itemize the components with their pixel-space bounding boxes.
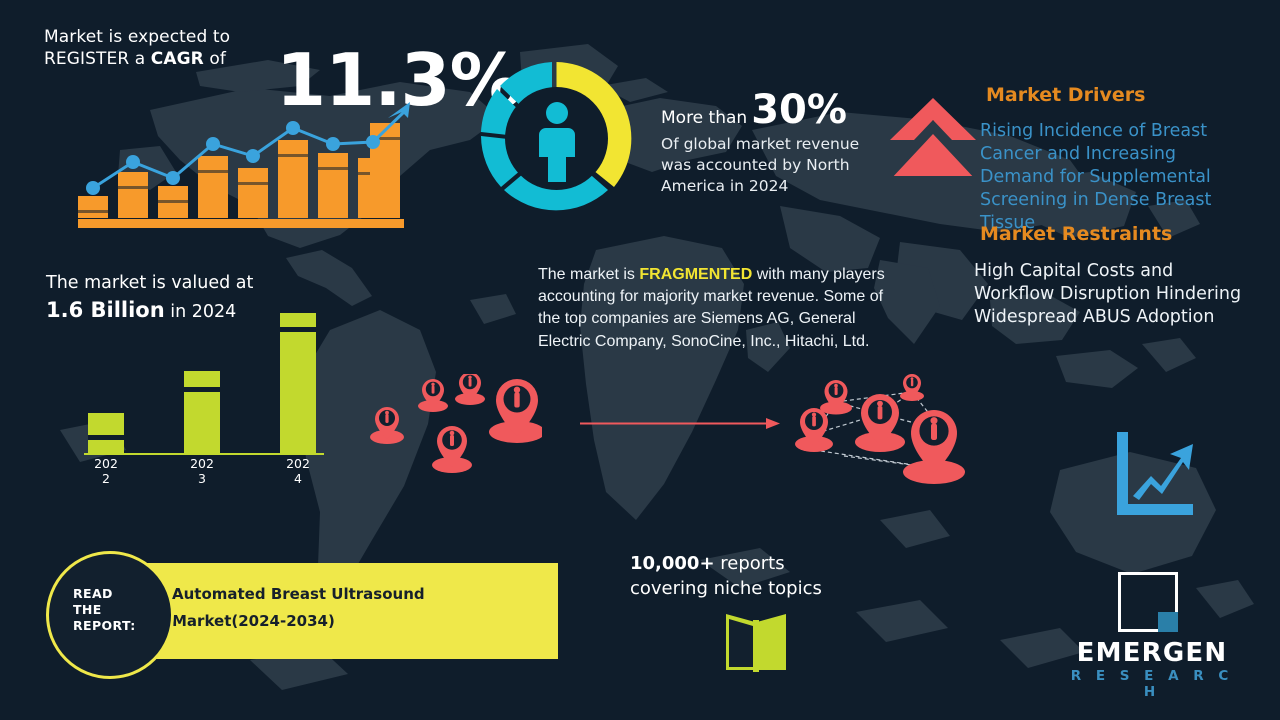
frag-pre: The market is (538, 266, 640, 283)
fragmentation-paragraph: The market is FRAGMENTED with many playe… (538, 264, 898, 353)
green-bar-2024 (280, 313, 316, 453)
transition-arrow-icon (580, 418, 780, 429)
reports-count: 10,000+ (630, 553, 715, 574)
cagr-line1: Market is expected to (44, 27, 231, 47)
cagr-line2-bold: CAGR (150, 49, 204, 69)
market-restraints-text: High Capital Costs and Workflow Disrupti… (974, 261, 1242, 327)
map-pin (820, 380, 852, 415)
person-icon (539, 102, 575, 182)
map-pin (432, 426, 472, 473)
map-pin (855, 394, 905, 452)
cagr-value: 11.3% (276, 38, 522, 122)
green-label-2024: 202 4 (281, 456, 315, 486)
cagr-description: Market is expected to REGISTER a CAGR of (44, 26, 464, 70)
map-pin (900, 374, 924, 401)
map-pin (489, 379, 542, 443)
chart-baseline (78, 219, 404, 228)
label-part-a: 202 (94, 456, 118, 471)
bar-2 (118, 172, 148, 218)
market-restraints-title: Market Restraints (980, 223, 1173, 245)
market-drivers-title: Market Drivers (986, 84, 1146, 106)
bar-7 (318, 153, 348, 218)
report-title-line1: Automated Breast Ultrasound (172, 585, 425, 603)
na-more-than: More than (661, 108, 748, 128)
read-line2: THE (73, 602, 102, 617)
logo-wordmark: EMERGEN (1076, 638, 1228, 668)
trend-line-overlay (86, 102, 410, 195)
logo-square-mark (1118, 572, 1178, 632)
label-part-a: 202 (190, 456, 214, 471)
valuation-value-row: 1.6 Billion in 2024 (46, 298, 236, 322)
green-bar-2023 (184, 371, 220, 453)
label-part-b: 4 (294, 471, 302, 486)
valuation-label: The market is valued at (46, 273, 254, 293)
green-bar-2022 (88, 413, 124, 453)
market-value-bar-chart: 202 2 202 3 202 4 (84, 298, 328, 486)
frag-highlight: FRAGMENTED (639, 266, 753, 283)
cagr-block: Market is expected to REGISTER a CAGR of… (44, 26, 522, 116)
bar-6 (278, 140, 308, 218)
growth-trend-bar-chart (70, 88, 410, 228)
logo-subtitle: R E S E A R C H (1070, 668, 1234, 700)
logo-accent-block (1158, 612, 1178, 632)
open-book-icon (726, 614, 786, 672)
read-report-label: READ THE REPORT: (73, 586, 136, 634)
regional-revenue-donut (474, 56, 639, 221)
read-line3: REPORT: (73, 618, 136, 633)
market-drivers-text: Rising Incidence of Breast Cancer and In… (980, 121, 1212, 233)
report-title: Automated Breast Ultrasound Market(2024-… (172, 581, 542, 635)
report-title-line2: Market(2024-2034) (172, 612, 335, 630)
bar-1 (78, 196, 108, 218)
map-pins-network-cluster (795, 374, 965, 484)
read-report-badge[interactable]: READ THE REPORT: (46, 551, 174, 679)
na-percent: 30% (751, 87, 847, 133)
map-pin (795, 408, 833, 452)
read-report-banner[interactable]: Automated Breast Ultrasound Market(2024-… (108, 563, 558, 659)
bar-5 (238, 168, 268, 218)
north-america-share-block: More than 30% Of global market revenue wa… (661, 90, 881, 197)
bar-3 (158, 186, 188, 218)
bar-4 (198, 156, 228, 218)
reports-word: reports (714, 553, 785, 574)
frag-post: with many players accounting for majorit… (538, 266, 885, 350)
up-arrows-icon (890, 98, 976, 176)
valuation-value: 1.6 Billion (46, 298, 165, 322)
map-pin (903, 410, 965, 484)
map-pin (418, 379, 448, 412)
valuation-suffix: in 2024 (164, 302, 237, 322)
emergen-research-logo: EMERGEN R E S E A R C H (1062, 572, 1242, 700)
cagr-line2-pre: REGISTER a (44, 49, 151, 69)
na-description: Of global market revenue was accounted b… (661, 135, 860, 195)
green-chart-baseline (84, 453, 324, 455)
cagr-line2-post: of (203, 49, 226, 69)
growth-chart-icon (1117, 432, 1193, 515)
reports-subtitle: covering niche topics (630, 578, 822, 599)
label-part-b: 2 (102, 471, 110, 486)
green-label-2022: 202 2 (89, 456, 123, 486)
reports-count-block: 10,000+ reports covering niche topics (630, 551, 920, 601)
map-pins-left-cluster (370, 374, 542, 473)
label-part-a: 202 (286, 456, 310, 471)
label-part-b: 3 (198, 471, 206, 486)
na-headline: More than 30% (661, 90, 881, 130)
map-pin (455, 374, 485, 405)
read-line1: READ (73, 586, 113, 601)
map-pin (370, 407, 404, 444)
green-label-2023: 202 3 (185, 456, 219, 486)
